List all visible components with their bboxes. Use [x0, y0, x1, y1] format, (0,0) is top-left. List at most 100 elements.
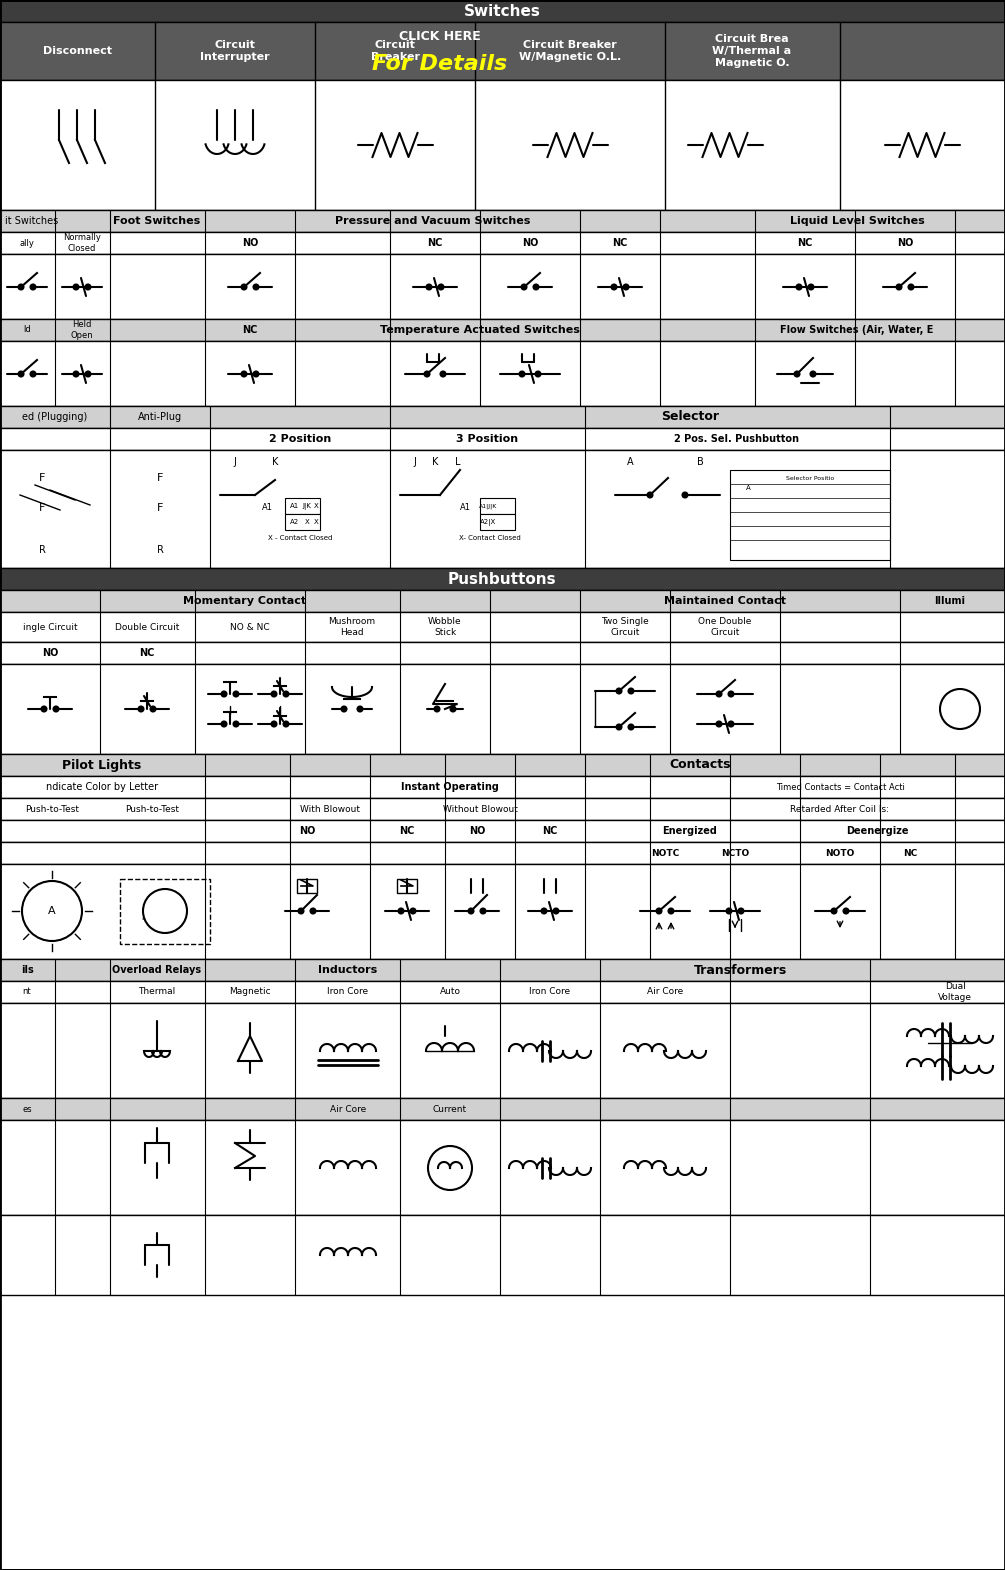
- Text: For Details: For Details: [373, 53, 508, 74]
- Circle shape: [18, 284, 23, 289]
- Text: A2: A2: [290, 520, 299, 524]
- Circle shape: [843, 909, 848, 914]
- Text: A1|J|K: A1|J|K: [478, 504, 497, 509]
- Circle shape: [41, 706, 46, 711]
- Bar: [0, 451, 1005, 568]
- Text: Circuit
Breaker: Circuit Breaker: [371, 41, 419, 61]
- Text: Thermal: Thermal: [139, 988, 176, 997]
- Text: Current: Current: [433, 1105, 467, 1113]
- Text: NO: NO: [522, 239, 539, 248]
- Text: Inductors: Inductors: [319, 966, 378, 975]
- Text: Selector Positio: Selector Positio: [786, 476, 834, 480]
- Bar: [0, 864, 1005, 959]
- Text: Foot Switches: Foot Switches: [114, 217, 201, 226]
- Circle shape: [534, 284, 539, 289]
- Text: Circuit Breaker
W/Magnetic O.L.: Circuit Breaker W/Magnetic O.L.: [519, 41, 621, 61]
- Circle shape: [358, 706, 363, 711]
- Text: Mushroom
Head: Mushroom Head: [329, 617, 376, 637]
- Text: NO & NC: NO & NC: [230, 622, 269, 631]
- Text: R: R: [157, 545, 164, 556]
- Text: NO: NO: [42, 648, 58, 658]
- Bar: [0, 1215, 1005, 1295]
- Circle shape: [221, 691, 226, 697]
- Text: ally: ally: [19, 239, 34, 248]
- Text: Liquid Level Switches: Liquid Level Switches: [790, 217, 925, 226]
- Circle shape: [410, 909, 415, 914]
- Circle shape: [616, 724, 621, 730]
- Bar: [0, 232, 1005, 254]
- Bar: [0, 1119, 1005, 1215]
- Circle shape: [271, 691, 276, 697]
- Text: Push-to-Test: Push-to-Test: [25, 804, 79, 813]
- Circle shape: [73, 284, 78, 289]
- Text: NC: NC: [427, 239, 442, 248]
- Circle shape: [241, 284, 246, 289]
- Text: 2 Position: 2 Position: [269, 433, 331, 444]
- Circle shape: [426, 284, 431, 289]
- Circle shape: [623, 284, 628, 289]
- Text: nt: nt: [23, 988, 31, 997]
- Text: F: F: [39, 502, 45, 513]
- Text: NC: NC: [399, 826, 415, 835]
- Text: A1: A1: [262, 504, 273, 512]
- Circle shape: [283, 691, 288, 697]
- Circle shape: [428, 1146, 472, 1190]
- Circle shape: [810, 372, 815, 377]
- Text: NC: NC: [797, 239, 813, 248]
- Text: Air Core: Air Core: [647, 988, 683, 997]
- Text: Illumi: Illumi: [935, 597, 966, 606]
- Circle shape: [342, 706, 347, 711]
- Circle shape: [795, 372, 800, 377]
- Text: A: A: [48, 906, 56, 915]
- Text: J: J: [233, 457, 236, 466]
- Circle shape: [522, 284, 527, 289]
- Text: F: F: [157, 473, 163, 484]
- Circle shape: [542, 909, 547, 914]
- Text: Push-to-Test: Push-to-Test: [125, 804, 179, 813]
- Text: ils: ils: [21, 966, 33, 975]
- Bar: [480, 498, 515, 513]
- Circle shape: [450, 706, 455, 711]
- Circle shape: [253, 372, 258, 377]
- Bar: [0, 0, 1005, 22]
- Text: Two Single
Circuit: Two Single Circuit: [601, 617, 649, 637]
- Text: Circuit
Interrupter: Circuit Interrupter: [200, 41, 269, 61]
- Text: NO: NO: [896, 239, 914, 248]
- Circle shape: [628, 724, 633, 730]
- Text: Disconnect: Disconnect: [42, 46, 112, 57]
- Text: 3 Position: 3 Position: [456, 433, 518, 444]
- Text: NC: NC: [902, 848, 918, 857]
- Bar: [0, 1003, 1005, 1097]
- Text: A2|X: A2|X: [479, 518, 496, 526]
- Text: Energized: Energized: [662, 826, 718, 835]
- Circle shape: [30, 284, 35, 289]
- Text: Selector: Selector: [661, 410, 719, 424]
- Circle shape: [424, 372, 429, 377]
- Circle shape: [647, 493, 652, 498]
- Text: X- Contact Closed: X- Contact Closed: [459, 535, 521, 542]
- Bar: [120, 879, 210, 944]
- Text: ingle Circuit: ingle Circuit: [23, 622, 77, 631]
- Text: it Switches: it Switches: [5, 217, 58, 226]
- Text: X: X: [314, 502, 319, 509]
- Bar: [0, 642, 1005, 664]
- Circle shape: [399, 909, 403, 914]
- Text: Retarded After Coil Is:: Retarded After Coil Is:: [791, 804, 889, 813]
- Text: A: A: [627, 457, 633, 466]
- Text: ndicate Color by Letter: ndicate Color by Letter: [46, 782, 158, 791]
- Text: Iron Core: Iron Core: [328, 988, 369, 997]
- Text: Air Core: Air Core: [330, 1105, 366, 1113]
- Text: Momentary Contact: Momentary Contact: [184, 597, 307, 606]
- Text: Anti-Plug: Anti-Plug: [138, 411, 182, 422]
- Text: NC: NC: [543, 826, 558, 835]
- Bar: [480, 513, 515, 531]
- Circle shape: [143, 889, 187, 933]
- Circle shape: [253, 284, 258, 289]
- Circle shape: [151, 706, 156, 711]
- Text: J: J: [414, 457, 416, 466]
- Circle shape: [729, 722, 734, 727]
- Bar: [0, 981, 1005, 1003]
- Bar: [285, 498, 320, 513]
- Circle shape: [616, 689, 621, 694]
- Text: Temperature Actuated Switches: Temperature Actuated Switches: [380, 325, 580, 334]
